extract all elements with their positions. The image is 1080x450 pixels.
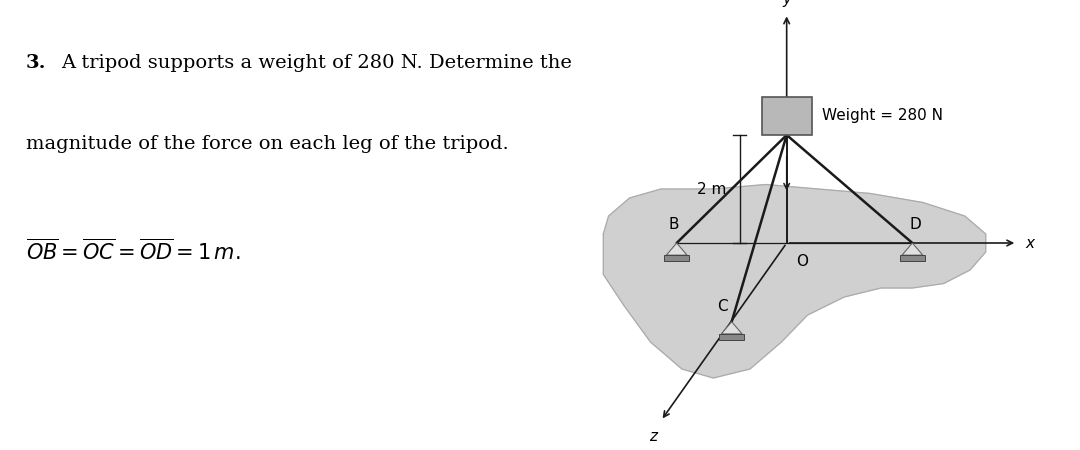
Text: C: C xyxy=(717,299,728,314)
Text: y: y xyxy=(782,0,792,7)
Text: B: B xyxy=(669,217,679,232)
Text: Weight = 280 N: Weight = 280 N xyxy=(822,108,943,123)
Text: 2 m: 2 m xyxy=(697,181,727,197)
Polygon shape xyxy=(666,243,687,255)
Polygon shape xyxy=(604,184,986,378)
Text: O: O xyxy=(796,254,808,269)
Bar xyxy=(719,334,744,340)
Text: A: A xyxy=(798,117,809,131)
Polygon shape xyxy=(721,322,742,334)
Text: z: z xyxy=(649,429,657,444)
Text: $\overline{OB} = \overline{OC} = \overline{OD} = 1\,m.$: $\overline{OB} = \overline{OC} = \overli… xyxy=(26,238,241,264)
Text: 3.: 3. xyxy=(26,54,46,72)
Bar xyxy=(761,97,811,135)
Text: A tripod supports a weight of 280 N. Determine the: A tripod supports a weight of 280 N. Det… xyxy=(60,54,571,72)
Bar xyxy=(900,255,924,261)
Text: magnitude of the force on each leg of the tripod.: magnitude of the force on each leg of th… xyxy=(26,135,509,153)
Text: D: D xyxy=(909,217,921,232)
Bar xyxy=(664,255,689,261)
Text: x: x xyxy=(1025,235,1034,251)
Polygon shape xyxy=(902,243,922,255)
